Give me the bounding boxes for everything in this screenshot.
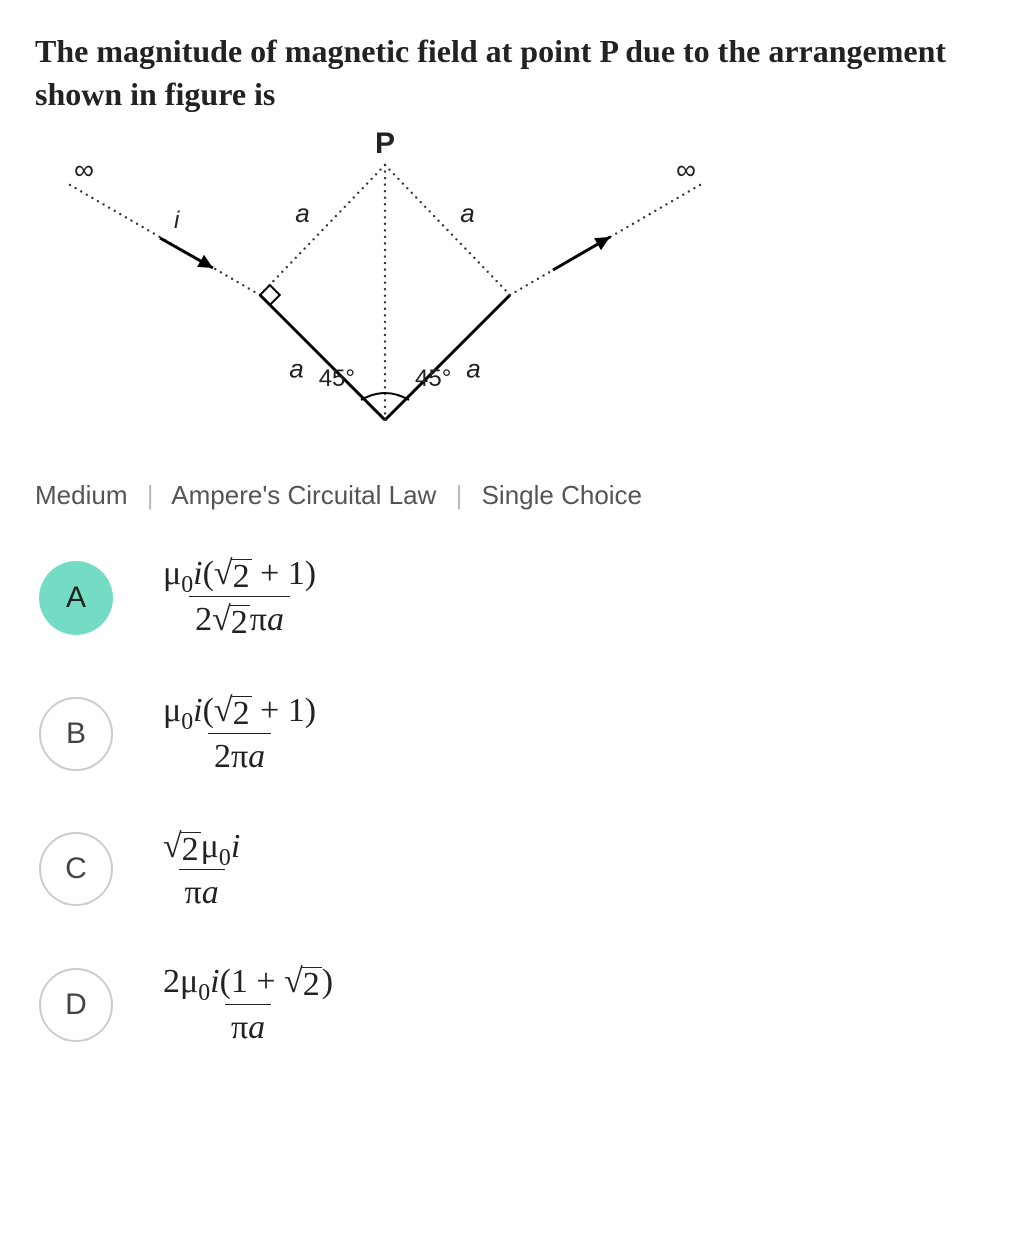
svg-text:a: a	[289, 354, 303, 384]
meta-sep: |	[147, 480, 154, 510]
meta-difficulty: Medium	[35, 480, 127, 510]
option-c-badge[interactable]: C	[39, 832, 113, 906]
svg-text:P: P	[375, 127, 395, 160]
option-d-label: D	[65, 988, 87, 1022]
option-b[interactable]: B μ0i(√2 + 1) 2πa	[39, 692, 989, 775]
option-a-badge[interactable]: A	[39, 561, 113, 635]
option-c-label: C	[65, 852, 87, 886]
option-b-badge[interactable]: B	[39, 697, 113, 771]
svg-text:45°: 45°	[415, 365, 451, 392]
option-a[interactable]: A μ0i(√2 + 1) 2√2πa	[39, 555, 989, 640]
svg-text:i: i	[174, 207, 180, 234]
meta-sep: |	[456, 480, 463, 510]
svg-text:∞: ∞	[74, 154, 94, 185]
physics-figure: ∞ ∞ Pa a a a i 45° 45°	[35, 120, 735, 450]
option-b-label: B	[66, 717, 86, 751]
svg-text:a: a	[295, 198, 309, 228]
svg-text:∞: ∞	[676, 154, 696, 185]
option-d-formula: 2μ0i(1 + √2) πa	[157, 963, 339, 1046]
option-b-formula: μ0i(√2 + 1) 2πa	[157, 692, 322, 775]
options-list: A μ0i(√2 + 1) 2√2πa B μ0i(√2 + 1) 2πa C …	[35, 555, 989, 1046]
svg-text:a: a	[460, 198, 474, 228]
question-text: The magnitude of magnetic field at point…	[35, 30, 989, 116]
meta-topic: Ampere's Circuital Law	[171, 480, 436, 510]
option-d-badge[interactable]: D	[39, 968, 113, 1042]
option-c-formula: √2μ0i πa	[157, 828, 246, 911]
option-c[interactable]: C √2μ0i πa	[39, 828, 989, 911]
option-d[interactable]: D 2μ0i(1 + √2) πa	[39, 963, 989, 1046]
svg-text:45°: 45°	[319, 365, 355, 392]
question-line: The magnitude of magnetic field at point…	[35, 33, 946, 112]
option-a-label: A	[66, 581, 86, 615]
svg-text:a: a	[466, 354, 480, 384]
meta-row: Medium | Ampere's Circuital Law | Single…	[35, 480, 989, 511]
meta-type: Single Choice	[482, 480, 642, 510]
figure-container: ∞ ∞ Pa a a a i 45° 45°	[35, 120, 989, 450]
option-a-formula: μ0i(√2 + 1) 2√2πa	[157, 555, 322, 640]
